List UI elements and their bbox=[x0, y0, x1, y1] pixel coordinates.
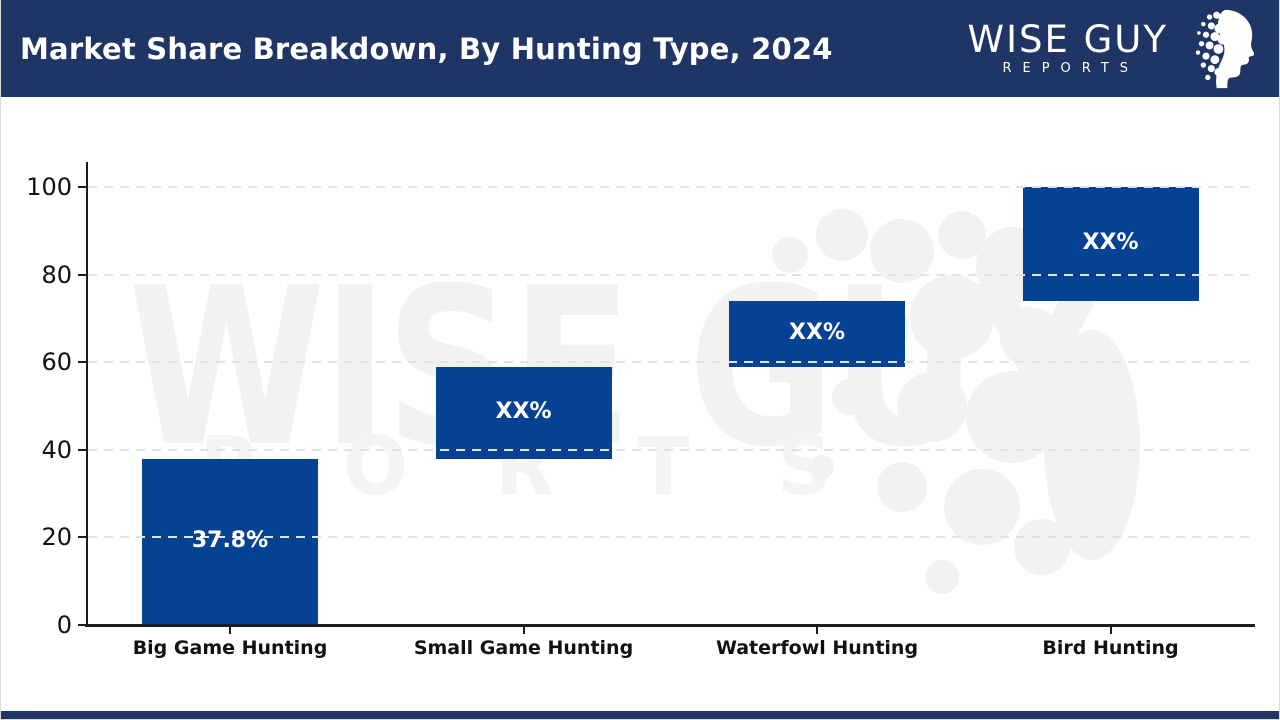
x-axis-tick bbox=[816, 625, 818, 634]
x-axis-category-label: Big Game Hunting bbox=[132, 637, 328, 659]
page-title: Market Share Breakdown, By Hunting Type,… bbox=[20, 31, 833, 66]
y-axis-tick-label: 80 bbox=[41, 260, 72, 289]
bar-waterfowl-hunting bbox=[729, 300, 905, 367]
bar-bird-hunting bbox=[1022, 187, 1199, 301]
x-axis-line bbox=[85, 624, 1255, 627]
gridline bbox=[88, 273, 1256, 276]
y-axis-tick-label: 0 bbox=[56, 611, 72, 639]
gridline bbox=[88, 448, 1256, 451]
x-axis-tick bbox=[229, 625, 231, 634]
y-axis-tick-label: 100 bbox=[26, 173, 72, 201]
x-axis-category-label: Waterfowl Hunting bbox=[715, 637, 919, 659]
gridline bbox=[88, 361, 1256, 364]
bar-value-label: XX% bbox=[495, 399, 552, 424]
x-axis-category-label: Bird Hunting bbox=[1042, 637, 1179, 659]
x-axis-tick bbox=[522, 625, 525, 634]
x-axis-category-label: Small Game Hunting bbox=[413, 637, 634, 659]
gridline bbox=[88, 186, 1256, 188]
bar-value-label: XX% bbox=[789, 319, 845, 345]
y-axis-tick-label: 20 bbox=[41, 523, 72, 552]
x-axis-tick bbox=[1109, 625, 1112, 634]
wise-guy-reports-logo: WISE GUY REPORTS bbox=[968, 6, 1254, 92]
y-axis-tick-label: 40 bbox=[41, 435, 72, 464]
y-axis-tick bbox=[78, 273, 87, 276]
y-axis-tick bbox=[78, 448, 87, 451]
y-axis-tick bbox=[78, 361, 87, 364]
y-axis-tick-label: 60 bbox=[41, 348, 72, 377]
logo-wiseguy-label: WISE GUY bbox=[967, 18, 1168, 62]
bar-value-label: 37.8% bbox=[191, 528, 269, 554]
y-axis-tick bbox=[78, 624, 87, 626]
bar-big-game-hunting bbox=[142, 459, 318, 625]
logo-face-icon bbox=[1195, 9, 1254, 88]
y-axis-line bbox=[86, 162, 88, 627]
logo-reports-label: REPORTS bbox=[1002, 60, 1140, 76]
gridline bbox=[88, 536, 1256, 539]
header-bar: Market Share Breakdown, By Hunting Type,… bbox=[0, 0, 1280, 97]
footer-bar bbox=[0, 711, 1280, 720]
y-axis-tick bbox=[78, 536, 87, 539]
logo-text: WISE GUY REPORTS bbox=[967, 18, 1168, 76]
y-axis-tick bbox=[78, 186, 87, 188]
bar-value-label: XX% bbox=[1082, 229, 1139, 255]
bar-small-game-hunting bbox=[435, 366, 612, 460]
